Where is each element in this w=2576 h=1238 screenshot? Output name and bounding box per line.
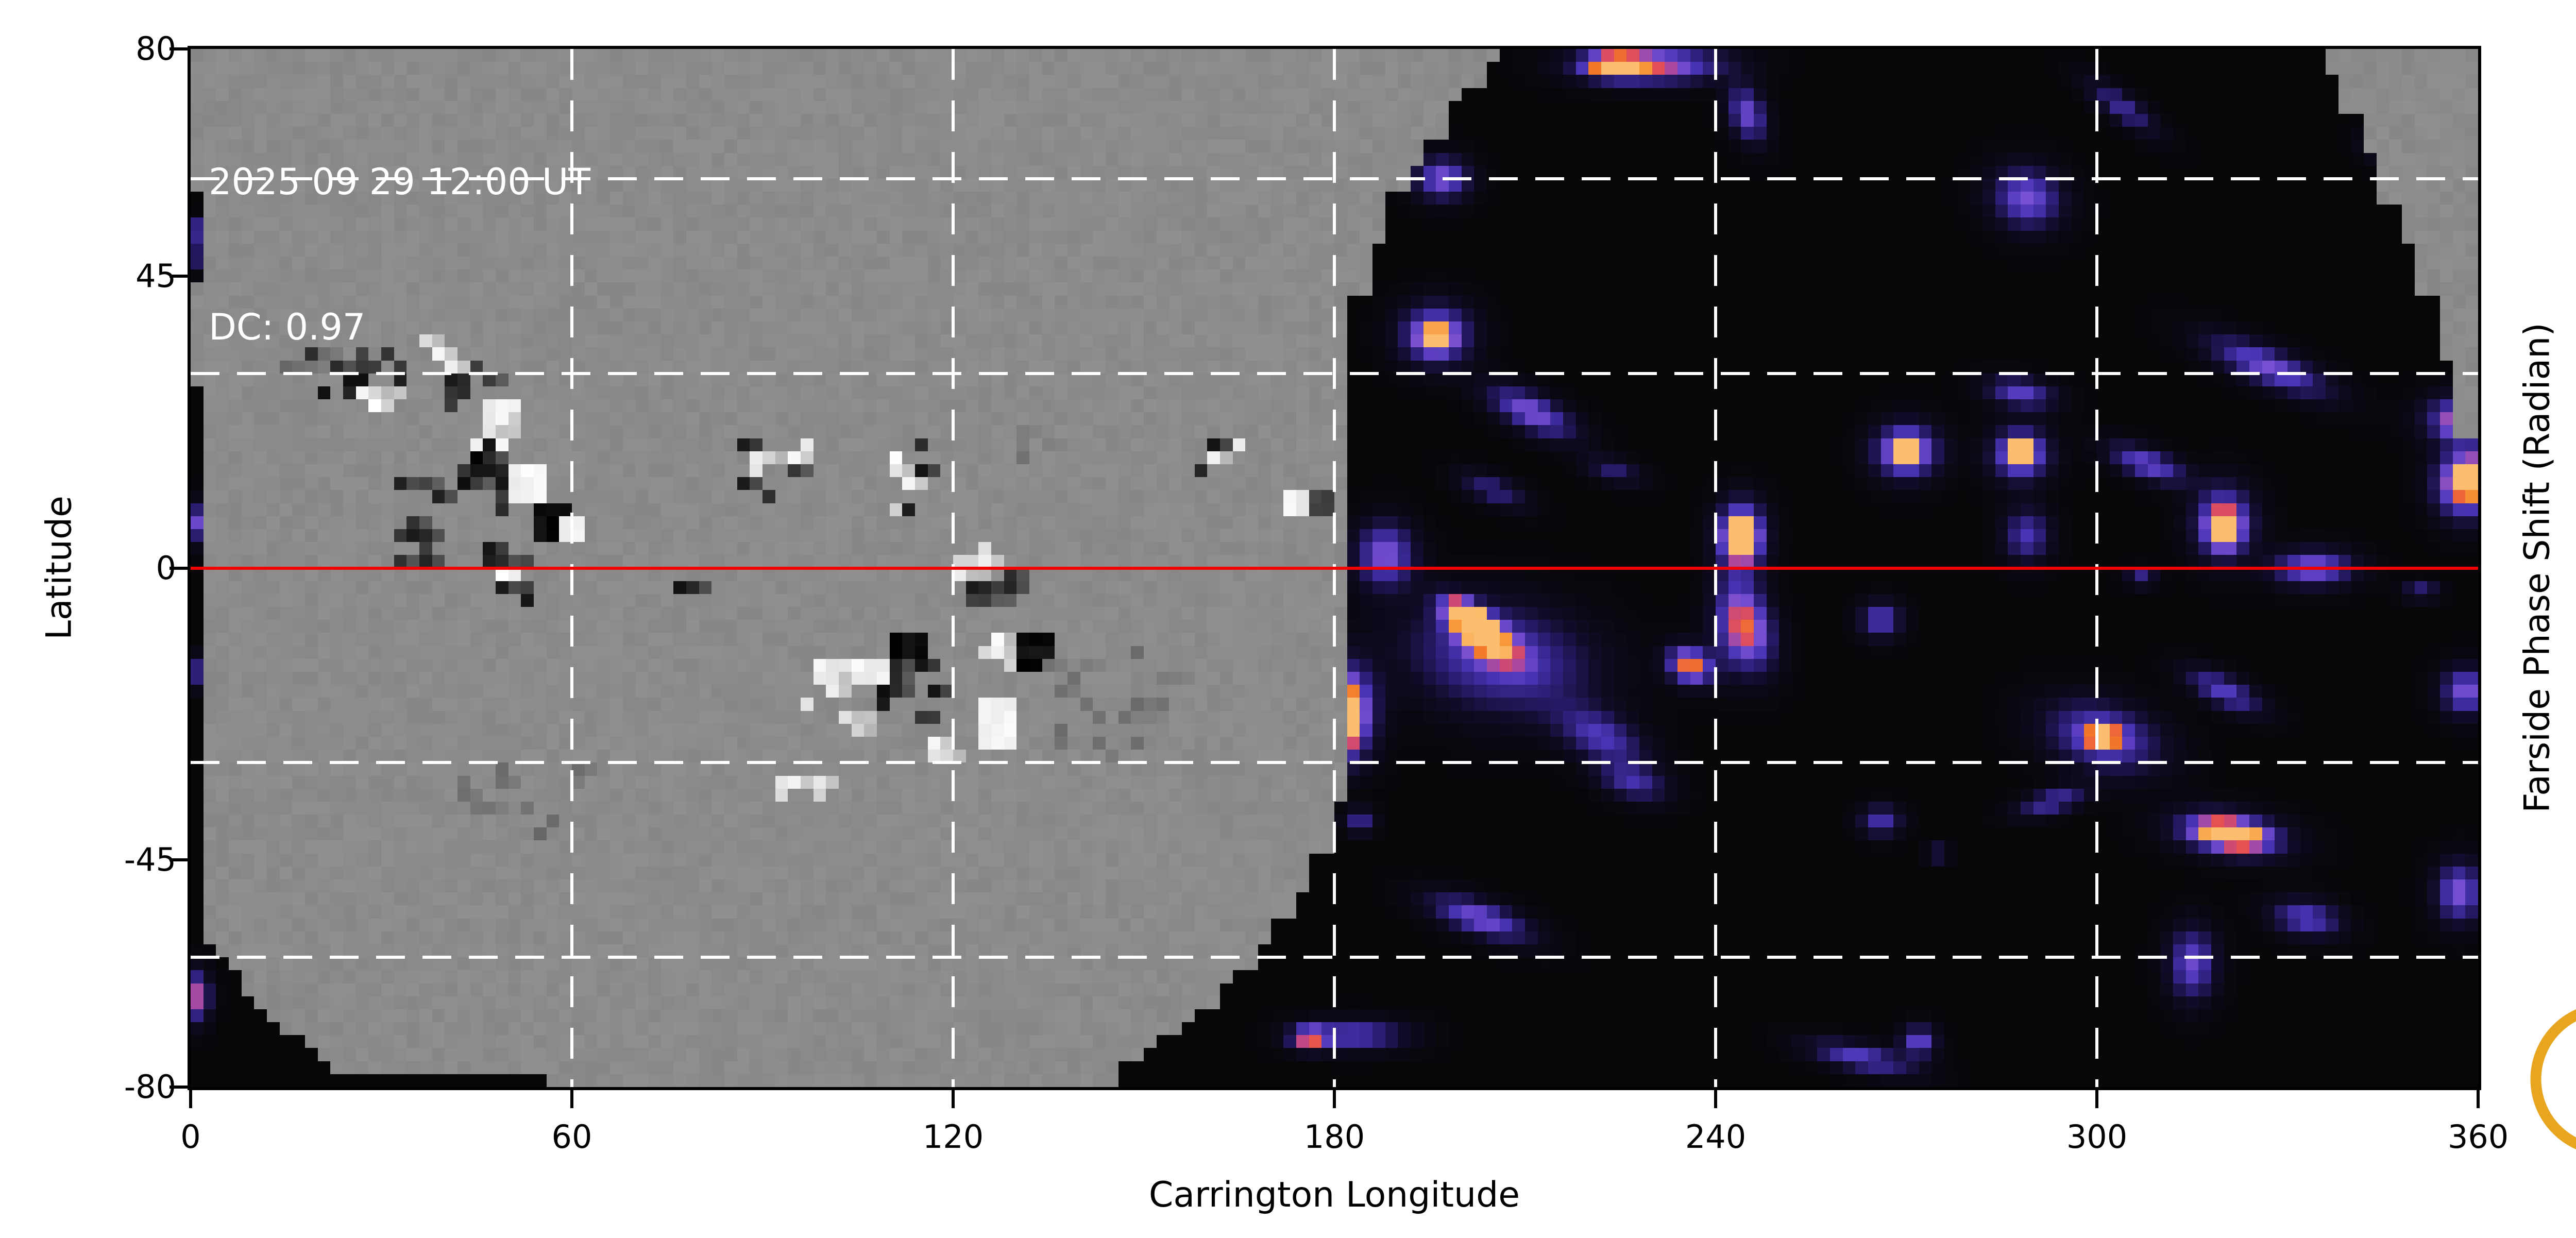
annotation-duty-cycle: DC: 0.97 [209,306,366,348]
y-tick-label: -45 [124,841,176,879]
x-tick-120 [952,1089,955,1108]
equator-line [191,566,2478,570]
gridline-lat--30 [191,761,2478,765]
y-tick-label: -80 [124,1068,176,1106]
x-tick-label: 60 [551,1118,592,1156]
y-tick-45 [170,274,189,278]
map-annotation: 2025 09 29 12:00 UT DC: 0.97 [209,61,590,448]
x-tick-label: 0 [180,1118,201,1156]
gridline-lat-60 [191,177,2478,180]
y-tick--45 [170,858,189,862]
nisp-logo: NISP NSO INTEGRATED SYNOPTIC PROGRAM [2530,1009,2576,1149]
y-tick-label: 80 [135,30,176,67]
y-tick-0 [170,566,189,570]
x-tick-label: 240 [1685,1118,1747,1156]
x-tick-label: 180 [1303,1118,1365,1156]
x-tick-label: 120 [922,1118,984,1156]
main-map-plot: NISP NSO INTEGRATED SYNOPTIC PROGRAM [191,49,2576,1149]
gridline-lat--60 [191,956,2478,959]
x-tick-180 [1333,1089,1336,1108]
logo-wordmark: NISP [2553,1048,2576,1094]
x-tick-0 [189,1089,192,1108]
y-axis-label: Latitude [39,496,80,640]
x-tick-360 [2477,1089,2480,1108]
x-tick-label: 360 [2447,1118,2509,1156]
x-tick-300 [2095,1089,2098,1108]
farside-colorbar-label: Farside Phase Shift (Radian) [2517,323,2558,813]
logo-ring [2530,1009,2576,1149]
gridline-lat-30 [191,371,2478,375]
x-axis-label: Carrington Longitude [1148,1175,1520,1215]
x-tick-60 [570,1089,573,1108]
y-tick-label: 0 [156,549,176,587]
x-tick-240 [1714,1089,1717,1108]
x-tick-label: 300 [2066,1118,2128,1156]
annotation-datetime: 2025 09 29 12:00 UT [209,161,591,203]
y-tick-80 [170,47,189,50]
y-tick--80 [170,1086,189,1089]
y-tick-label: 45 [135,257,176,295]
